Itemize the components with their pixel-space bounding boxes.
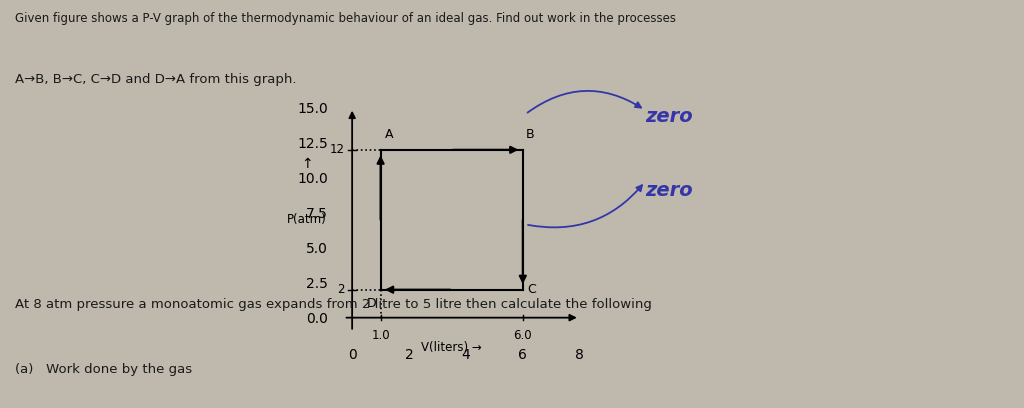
Text: D: D (367, 297, 377, 310)
Text: P(atm): P(atm) (287, 213, 327, 226)
Text: C: C (527, 283, 536, 296)
Text: 12: 12 (330, 143, 345, 156)
Text: A: A (385, 129, 393, 142)
Text: 2: 2 (338, 283, 345, 296)
Text: B: B (525, 129, 535, 142)
Text: A→B, B→C, C→D and D→A from this graph.: A→B, B→C, C→D and D→A from this graph. (15, 73, 297, 86)
Text: (a)   Work done by the gas: (a) Work done by the gas (15, 363, 193, 376)
Text: Given figure shows a P-V graph of the thermodynamic behaviour of an ideal gas. F: Given figure shows a P-V graph of the th… (15, 12, 677, 25)
Text: zero: zero (645, 181, 693, 200)
Text: ↑: ↑ (301, 157, 312, 171)
Text: 6.0: 6.0 (513, 329, 532, 342)
Text: At 8 atm pressure a monoatomic gas expands from 2 litre to 5 litre then calculat: At 8 atm pressure a monoatomic gas expan… (15, 298, 652, 311)
Text: zero: zero (645, 107, 693, 126)
Text: 1.0: 1.0 (372, 329, 390, 342)
Text: V(liters) →: V(liters) → (421, 341, 482, 355)
